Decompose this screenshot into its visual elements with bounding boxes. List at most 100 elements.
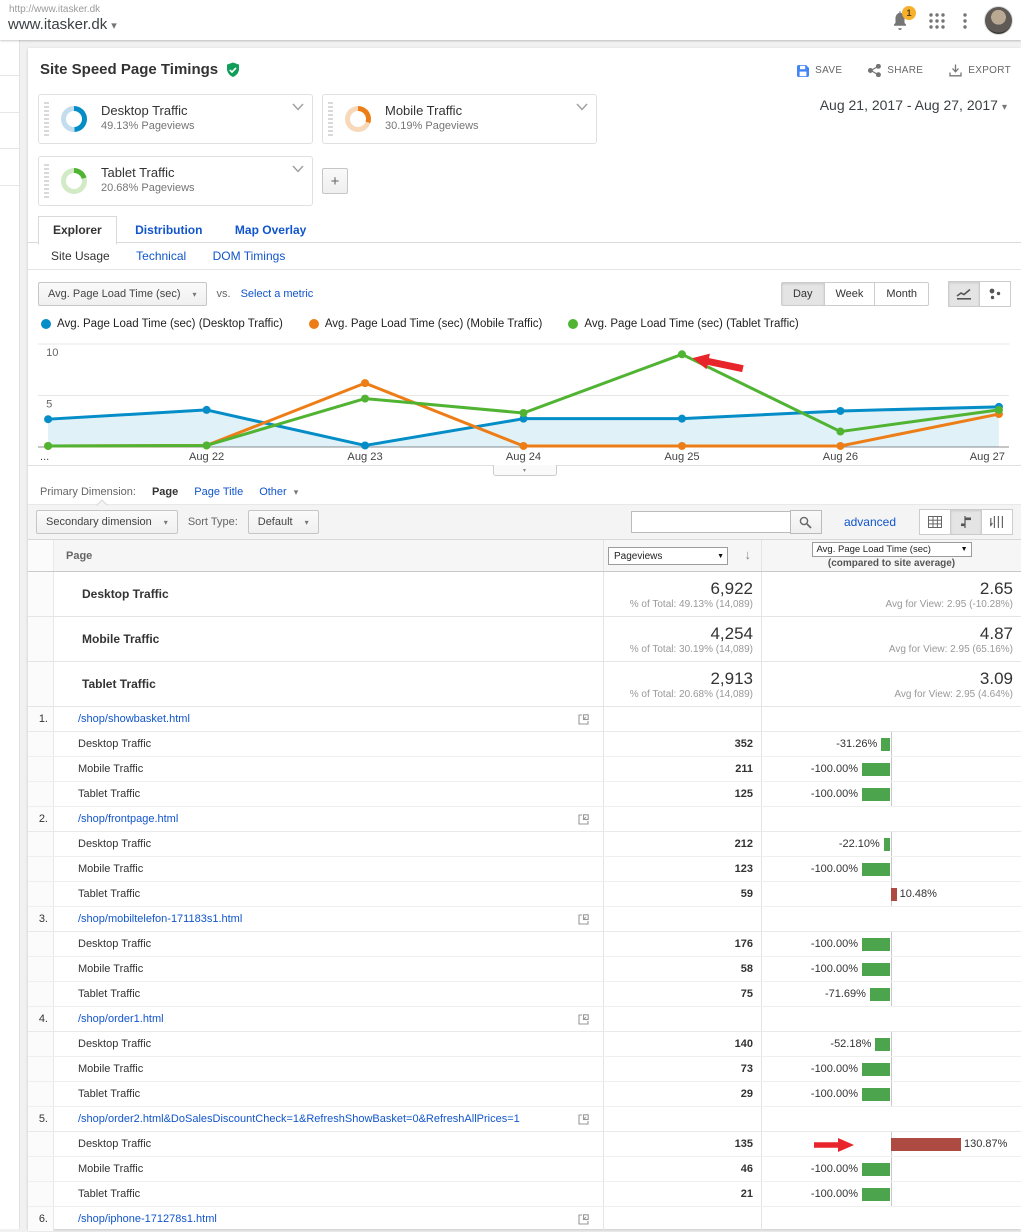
account-selector[interactable]: www.itasker.dk ▾ xyxy=(8,16,117,33)
granularity-week[interactable]: Week xyxy=(823,282,876,306)
line-chart-view-button[interactable] xyxy=(948,281,980,307)
drag-handle[interactable] xyxy=(328,102,333,136)
more-vert-icon[interactable] xyxy=(962,12,968,30)
dimension-page[interactable]: Page xyxy=(151,486,179,498)
row-gutter xyxy=(28,982,54,1006)
page-link[interactable]: /shop/order2.html&DoSalesDiscountCheck=1… xyxy=(78,1113,520,1125)
page-link[interactable]: /shop/mobiltelefon-171183s1.html xyxy=(78,913,243,925)
open-in-new-icon[interactable] xyxy=(578,814,589,825)
table-row: Tablet Traffic 21 -100.00% xyxy=(28,1182,1021,1207)
table-search-input[interactable] xyxy=(630,511,790,533)
svg-text:5: 5 xyxy=(46,399,52,411)
pageviews-cell: 352 xyxy=(603,732,761,756)
advanced-filter-link[interactable]: advanced xyxy=(843,515,896,529)
chevron-down-icon[interactable] xyxy=(292,165,304,173)
date-range-selector[interactable]: Aug 21, 2017 - Aug 27, 2017 ▾ xyxy=(819,97,1007,113)
select-metric-link[interactable]: Select a metric xyxy=(240,288,314,300)
chevron-down-icon[interactable] xyxy=(292,103,304,111)
caret-down-icon: ▾ xyxy=(111,20,117,32)
secondary-dimension-button[interactable]: Secondary dimension ▾ xyxy=(36,510,178,534)
page-cell: /shop/mobiltelefon-171183s1.html xyxy=(54,907,603,931)
save-button[interactable]: SAVE xyxy=(797,64,842,77)
delta-label: -100.00% xyxy=(810,1163,858,1175)
drag-handle[interactable] xyxy=(44,164,49,198)
segment-label: Tablet Traffic xyxy=(78,888,141,900)
metric-dropdown[interactable]: Avg. Page Load Time (sec) ▾ xyxy=(38,282,207,306)
metric-cell xyxy=(761,807,1021,831)
metric-cell: -52.18% xyxy=(761,1032,1021,1056)
pageviews-total-sub: % of Total: 49.13% (14,089) xyxy=(629,599,753,610)
open-in-new-icon[interactable] xyxy=(578,914,589,925)
segment-card-tablet[interactable]: Tablet Traffic 20.68% Pageviews xyxy=(38,156,313,206)
data-table-view-button[interactable] xyxy=(919,509,951,535)
report-panel: Site Speed Page Timings SAVE SHARE xyxy=(28,48,1021,1232)
add-segment-button[interactable]: + xyxy=(322,168,348,194)
search-button[interactable] xyxy=(789,510,822,534)
page-link[interactable]: /shop/iphone-171278s1.html xyxy=(78,1213,217,1225)
motion-chart-view-button[interactable] xyxy=(979,281,1011,307)
open-in-new-icon[interactable] xyxy=(578,1014,589,1025)
collapsed-sidebar[interactable] xyxy=(0,40,20,1229)
page-link[interactable]: /shop/order1.html xyxy=(78,1013,164,1025)
column-header-page[interactable]: Page xyxy=(66,550,93,562)
select-caret-icon: ▼ xyxy=(717,552,724,560)
open-in-new-icon[interactable] xyxy=(578,1114,589,1125)
delta-label: -100.00% xyxy=(810,763,858,775)
apps-grid-icon[interactable] xyxy=(928,12,946,30)
legend-label: Avg. Page Load Time (sec) (Mobile Traffi… xyxy=(324,318,543,330)
share-button[interactable]: SHARE xyxy=(868,64,923,77)
open-in-new-icon[interactable] xyxy=(578,1214,589,1225)
notification-badge: 1 xyxy=(902,5,916,20)
row-gutter xyxy=(28,1032,54,1056)
export-button[interactable]: EXPORT xyxy=(949,64,1011,77)
pivot-view-button[interactable] xyxy=(981,509,1013,535)
subtab-site-usage[interactable]: Site Usage xyxy=(51,249,110,263)
pageviews-column-dropdown[interactable]: Pageviews ▼ xyxy=(608,547,728,565)
pageviews-cell: 176 xyxy=(603,932,761,956)
pageviews-cell: 59 xyxy=(603,882,761,906)
caret-down-icon: ▾ xyxy=(192,289,197,299)
timeline-expander[interactable]: ▾ xyxy=(492,465,557,476)
granularity-day[interactable]: Day xyxy=(780,282,825,306)
sort-type-dropdown[interactable]: Default ▾ xyxy=(247,510,319,534)
metric-total-sub: Avg for View: 2.95 (4.64%) xyxy=(894,689,1013,700)
metric-cell: -22.10% xyxy=(761,832,1021,856)
page-link[interactable]: /shop/showbasket.html xyxy=(78,713,190,725)
segment-card-mobile[interactable]: Mobile Traffic 30.19% Pageviews xyxy=(322,94,597,144)
avatar[interactable] xyxy=(984,6,1013,35)
pageviews-cell: 211 xyxy=(603,757,761,781)
row-gutter xyxy=(28,1132,54,1156)
metric-column-dropdown[interactable]: Avg. Page Load Time (sec) ▼ xyxy=(811,542,972,557)
segment-detail: 49.13% Pageviews xyxy=(101,120,195,132)
delta-bar xyxy=(862,863,890,876)
comparison-view-button[interactable] xyxy=(950,509,982,535)
delta-label: -100.00% xyxy=(810,938,858,950)
pageviews-cell: 123 xyxy=(603,857,761,881)
row-gutter xyxy=(28,957,54,981)
pageviews-cell: 21 xyxy=(603,1182,761,1206)
dimension-other[interactable]: Other ▾ xyxy=(259,486,299,498)
drag-handle[interactable] xyxy=(44,102,49,136)
tab-map-overlay[interactable]: Map Overlay xyxy=(234,223,307,237)
tab-explorer[interactable]: Explorer xyxy=(38,216,117,245)
subtab-technical[interactable]: Technical xyxy=(136,249,187,263)
bar-axis-line xyxy=(891,1082,892,1106)
donut-chart xyxy=(61,106,87,132)
chevron-down-icon[interactable] xyxy=(576,103,588,111)
notifications-button[interactable]: 1 xyxy=(890,5,916,33)
sort-descending-icon[interactable]: ↓ xyxy=(744,547,752,562)
open-in-new-icon[interactable] xyxy=(578,714,589,725)
metric-column-note: (compared to site average) xyxy=(827,558,956,569)
caret-down-icon: ▾ xyxy=(163,517,168,527)
subtab-dom-timings[interactable]: DOM Timings xyxy=(212,249,286,263)
segment-card-desktop[interactable]: Desktop Traffic 49.13% Pageviews xyxy=(38,94,313,144)
delta-label: -100.00% xyxy=(810,863,858,875)
dimension-page-title[interactable]: Page Title xyxy=(194,486,244,498)
page-cell: /shop/order1.html xyxy=(54,1007,603,1031)
tab-distribution[interactable]: Distribution xyxy=(135,223,203,237)
pageviews-cell xyxy=(603,1007,761,1031)
line-chart-icon xyxy=(956,288,971,300)
pageviews-cell: 140 xyxy=(603,1032,761,1056)
granularity-month[interactable]: Month xyxy=(874,282,929,306)
page-link[interactable]: /shop/frontpage.html xyxy=(78,813,179,825)
